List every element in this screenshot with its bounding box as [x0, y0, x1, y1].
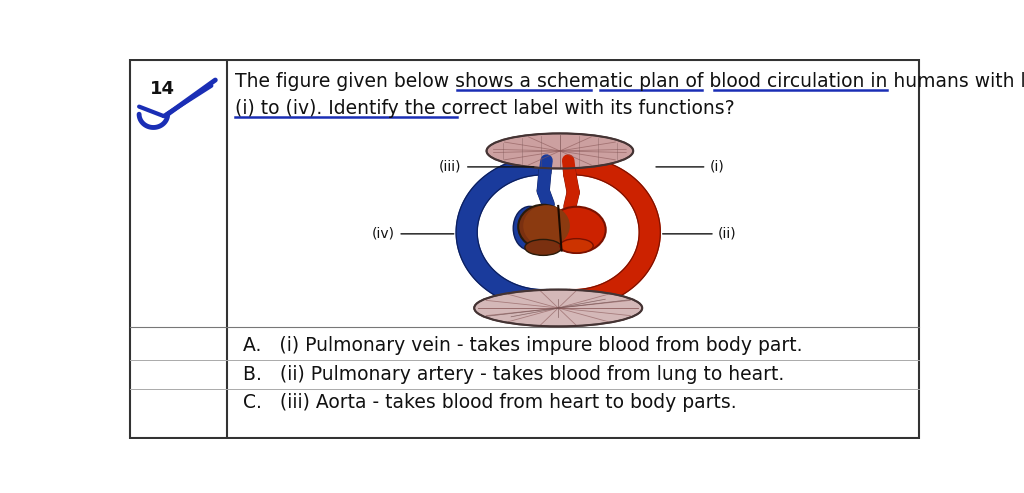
Ellipse shape: [525, 240, 561, 255]
Ellipse shape: [486, 134, 633, 169]
Text: (ii): (ii): [718, 227, 736, 241]
Text: B.   (ii) Pulmonary artery - takes blood from lung to heart.: B. (ii) Pulmonary artery - takes blood f…: [243, 365, 784, 384]
Text: A.   (i) Pulmonary vein - takes impure blood from body part.: A. (i) Pulmonary vein - takes impure blo…: [243, 336, 803, 355]
Text: C.   (iii) Aorta - takes blood from heart to body parts.: C. (iii) Aorta - takes blood from heart …: [243, 393, 736, 412]
Text: 14: 14: [151, 80, 175, 98]
Polygon shape: [456, 157, 549, 308]
Ellipse shape: [474, 289, 642, 326]
Ellipse shape: [560, 239, 593, 253]
Text: (i): (i): [710, 160, 724, 174]
Text: (iii): (iii): [439, 160, 462, 174]
Ellipse shape: [513, 207, 547, 250]
Ellipse shape: [523, 205, 570, 246]
Text: (iv): (iv): [372, 227, 395, 241]
Ellipse shape: [518, 205, 568, 248]
Text: (i) to (iv). Identify the correct label with its functions?: (i) to (iv). Identify the correct label …: [236, 99, 735, 118]
Ellipse shape: [548, 207, 606, 253]
Polygon shape: [567, 157, 660, 308]
Text: The figure given below shows a schematic plan of blood circulation in humans wit: The figure given below shows a schematic…: [236, 72, 1024, 91]
